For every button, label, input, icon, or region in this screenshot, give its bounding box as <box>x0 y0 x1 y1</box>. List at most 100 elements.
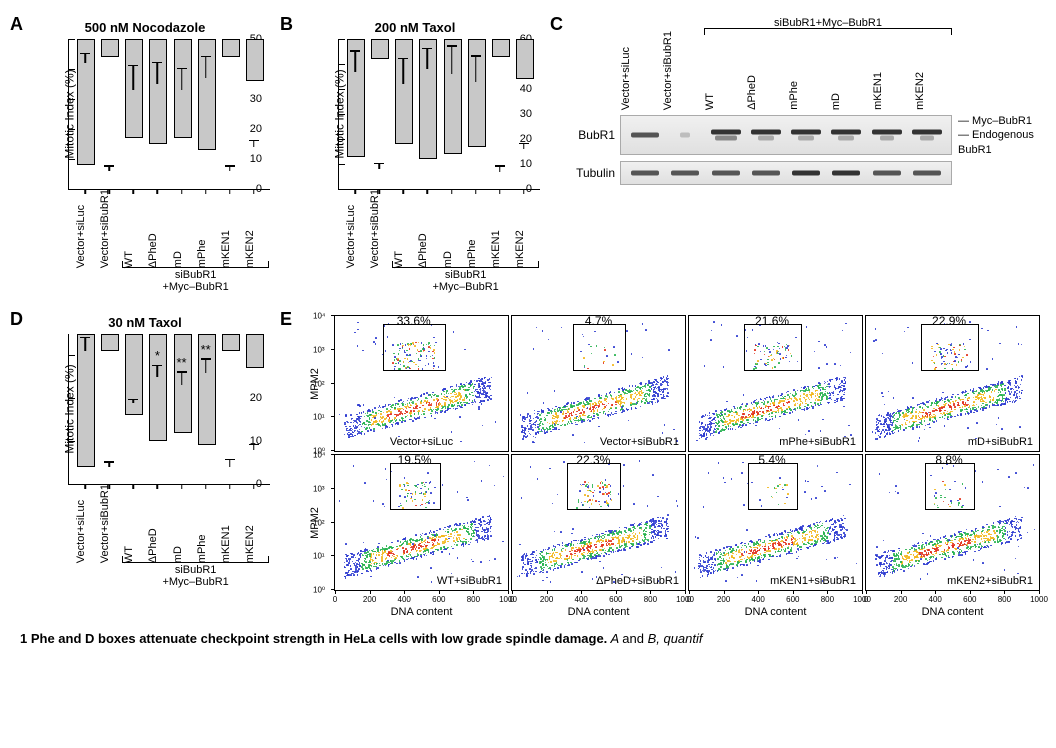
gate-box <box>567 463 621 510</box>
scatter-x-label: DNA content <box>922 606 984 618</box>
sample-label: Vector+siLuc <box>390 436 453 448</box>
gate-percentage: 5.4% <box>758 453 785 467</box>
bar <box>492 39 510 57</box>
panel-b: B 200 nM Taxol Mitotic Index (%)01020304… <box>290 20 540 285</box>
sample-label: ΔPheD+siBubR1 <box>596 575 679 587</box>
gate-box <box>744 324 801 371</box>
caption-a: A <box>607 631 622 646</box>
scatter-plot: 22.9% mD+siBubR1 <box>865 315 1040 452</box>
gate-box <box>573 324 627 371</box>
scatter-plot: MPM210⁰10¹10²10³10⁴33.6%Vector+siLuc <box>334 315 509 452</box>
gate-box <box>383 324 446 371</box>
x-axis-category: ΔPheD <box>147 189 167 268</box>
panel-c-blot: Vector+siLucVector+siBubR1WTΔPheDmPhemDm… <box>560 30 1040 185</box>
x-axis-category: Vector+siBubR1 <box>369 189 389 268</box>
x-axis-category: mKEN1 <box>220 189 240 268</box>
panel-d-title: 30 nM Taxol <box>20 315 270 330</box>
lane-label: mPhe <box>788 81 826 110</box>
x-axis-category: mD <box>442 189 462 268</box>
sample-label: mD+siBubR1 <box>968 436 1033 448</box>
x-axis-category: WT <box>393 189 413 268</box>
bar <box>419 39 437 159</box>
x-axis-category: Vector+siLuc <box>345 189 365 268</box>
blot-row-name: Tubulin <box>560 166 620 180</box>
bar <box>222 39 240 57</box>
panel-a-title: 500 nM Nocodazole <box>20 20 270 35</box>
gate-percentage: 21.6% <box>755 314 789 328</box>
bar <box>77 39 95 165</box>
bar <box>395 39 413 144</box>
x-axis-category: mPhe <box>466 189 486 268</box>
gate-percentage: 4.7% <box>585 314 612 328</box>
bracket-label: siBubR1+Myc–BubR1 <box>432 269 498 293</box>
bar <box>246 39 264 81</box>
caption-and: and <box>622 631 644 646</box>
bar <box>246 334 264 368</box>
panel-d: D 30 nM Taxol Mitotic Index (%)0102030**… <box>20 315 270 621</box>
x-axis-category: WT <box>123 189 143 268</box>
panel-c: C Vector+siLucVector+siBubR1WTΔPheDmPhem… <box>560 20 1040 285</box>
lane-label: mD <box>830 93 868 110</box>
scatter-x-label: DNA content <box>745 606 807 618</box>
x-axis-category: mKEN1 <box>220 484 240 563</box>
bar <box>101 334 119 351</box>
x-axis-category: mD <box>172 189 192 268</box>
significance-marker: * <box>155 348 160 363</box>
panel-e-scatter-grid: MPM210⁰10¹10²10³10⁴33.6%Vector+siLuc4.7%… <box>334 315 1040 591</box>
lane-label: mKEN1 <box>872 72 910 110</box>
bar <box>77 334 95 467</box>
x-axis-category: mKEN2 <box>514 189 534 268</box>
blot-bracket-label: siBubR1+Myc–BubR1 <box>774 17 882 29</box>
scatter-plot: 02004006008001000DNA content5.4%mKEN1+si… <box>688 454 863 591</box>
caption-b: B, quantif <box>644 631 703 646</box>
panel-d-barchart: Mitotic Index (%)0102030*****Vector+siLu… <box>68 334 270 485</box>
significance-marker: ** <box>177 355 187 370</box>
sample-label: mPhe+siBubR1 <box>779 436 856 448</box>
bracket-label: siBubR1+Myc–BubR1 <box>162 564 228 588</box>
x-axis-category: mKEN2 <box>244 189 264 268</box>
scatter-plot: MPM210⁰10¹10²10³10⁴02004006008001000DNA … <box>334 454 509 591</box>
panel-b-title: 200 nM Taxol <box>290 20 540 35</box>
lane-label: Vector+siLuc <box>620 47 658 110</box>
gate-box <box>748 463 798 510</box>
gate-percentage: 19.5% <box>398 453 432 467</box>
blot-band-labels: — Myc–BubR1— EndogenousBubR1 <box>952 114 1034 157</box>
panel-d-label: D <box>10 309 23 330</box>
x-axis-category: Vector+siBubR1 <box>99 484 119 563</box>
x-axis-category: WT <box>123 484 143 563</box>
bar <box>174 334 192 433</box>
gate-box <box>921 324 978 371</box>
scatter-x-label: DNA content <box>568 606 630 618</box>
bar <box>174 39 192 138</box>
gate-percentage: 8.8% <box>935 453 962 467</box>
lane-label: mKEN2 <box>914 72 952 110</box>
gate-box <box>925 463 975 510</box>
caption-bold: 1 Phe and D boxes attenuate checkpoint s… <box>20 631 607 646</box>
figure-grid: A 500 nM Nocodazole Mitotic Index (%)010… <box>20 20 1036 621</box>
bar <box>371 39 389 59</box>
sample-label: mKEN2+siBubR1 <box>947 575 1033 587</box>
gate-box <box>390 463 440 510</box>
x-axis-category: mKEN2 <box>244 484 264 563</box>
significance-marker: ** <box>201 342 211 357</box>
x-axis-category: Vector+siLuc <box>75 484 95 563</box>
panel-a: A 500 nM Nocodazole Mitotic Index (%)010… <box>20 20 270 285</box>
x-axis-category: ΔPheD <box>147 484 167 563</box>
x-axis-category: mD <box>172 484 192 563</box>
bar <box>149 39 167 144</box>
panel-a-barchart: Mitotic Index (%)01020304050Vector+siLuc… <box>68 39 270 190</box>
panel-b-barchart: Mitotic Index (%)0102030405060Vector+siL… <box>338 39 540 190</box>
panel-e: E MPM210⁰10¹10²10³10⁴33.6%Vector+siLuc4.… <box>290 315 1040 621</box>
sample-label: Vector+siBubR1 <box>600 436 679 448</box>
sample-label: mKEN1+siBubR1 <box>770 575 856 587</box>
gate-percentage: 22.9% <box>932 314 966 328</box>
bar <box>125 334 143 415</box>
gate-percentage: 33.6% <box>397 314 431 328</box>
scatter-plot: 02004006008001000DNA content8.8%mKEN2+si… <box>865 454 1040 591</box>
lane-label: ΔPheD <box>746 75 784 110</box>
sample-label: WT+siBubR1 <box>437 575 502 587</box>
lane-label: WT <box>704 93 742 110</box>
bar <box>347 39 365 157</box>
scatter-x-label: DNA content <box>391 606 453 618</box>
panel-b-label: B <box>280 14 293 35</box>
